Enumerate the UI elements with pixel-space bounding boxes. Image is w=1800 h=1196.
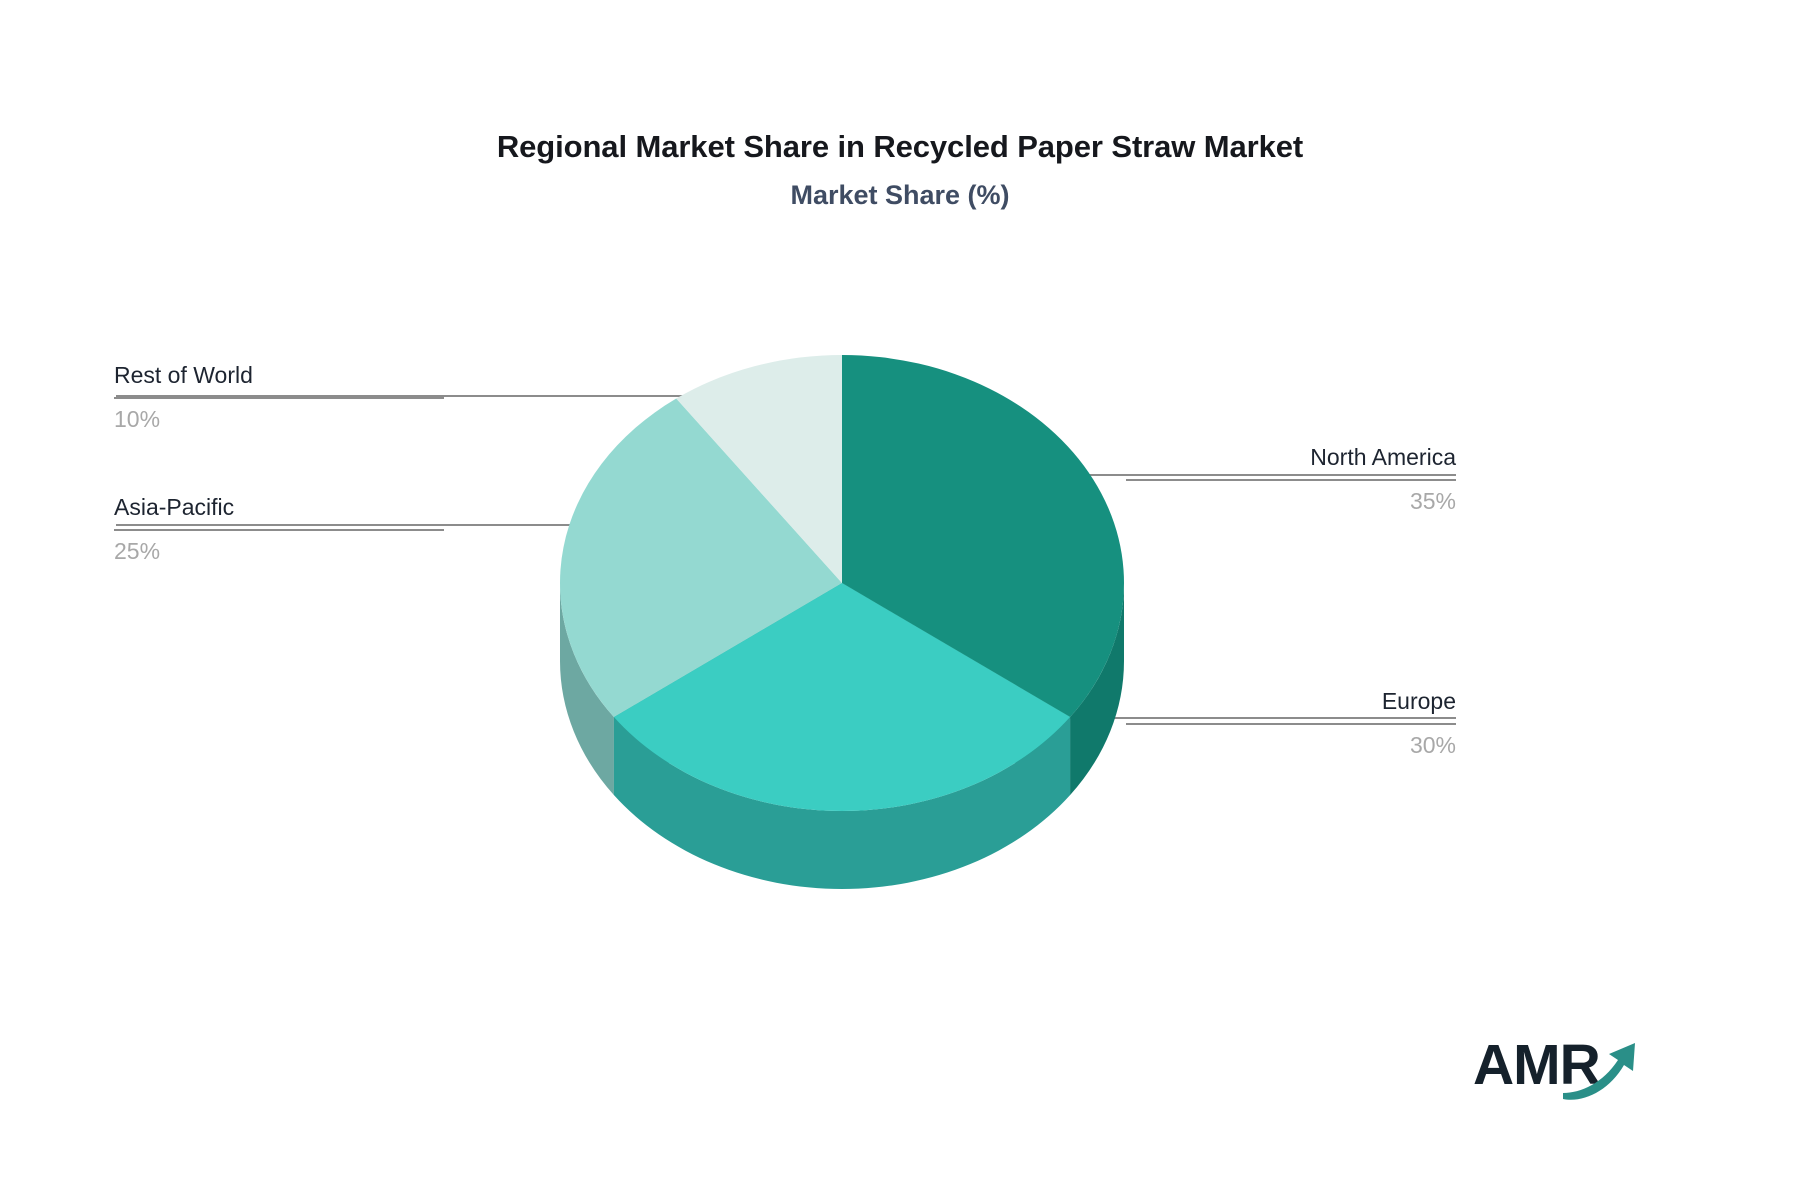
callout-rule (114, 529, 444, 532)
callout-label-rest-of-world: Rest of World (114, 362, 253, 388)
chart-header: Regional Market Share in Recycled Paper … (0, 128, 1800, 212)
pie-slice-europe[interactable] (613, 583, 1071, 811)
callout-asia-pacific[interactable]: Asia-Pacific 25% (114, 492, 444, 567)
pie-slice-rest-of-world[interactable] (676, 355, 842, 583)
pie-chart-svg (560, 355, 1124, 889)
callout-value-europe: 30% (1409, 732, 1456, 759)
growth-arrow-icon (1563, 1043, 1635, 1100)
pie-slice-north-america[interactable] (842, 355, 1124, 718)
pie-slice-side-asia-pacific (560, 583, 614, 796)
callout-europe[interactable]: Europe 30% (1126, 686, 1456, 761)
chart-title: Regional Market Share in Recycled Paper … (496, 129, 1304, 164)
callout-rule (1126, 723, 1456, 726)
callout-north-america[interactable]: North America 35% (1126, 442, 1456, 517)
callout-rule (1126, 479, 1456, 482)
pie-slices (560, 355, 1124, 811)
pie-slice-side-europe (613, 717, 1071, 889)
pie-chart (560, 355, 1220, 975)
pie-slice-side-north-america (1070, 583, 1124, 796)
callout-rule (114, 397, 444, 400)
amr-logo: AMR (1473, 1035, 1648, 1105)
callout-value-asia-pacific: 25% (114, 538, 161, 565)
callout-label-north-america: North America (1310, 444, 1456, 470)
callout-label-asia-pacific: Asia-Pacific (114, 494, 235, 520)
amr-logo-text: AMR (1473, 1033, 1601, 1097)
callout-label-europe: Europe (1381, 688, 1456, 714)
callout-value-north-america: 35% (1409, 488, 1456, 515)
callout-rest-of-world[interactable]: Rest of World 10% (114, 360, 444, 435)
pie-slice-asia-pacific[interactable] (560, 398, 842, 718)
callout-value-rest-of-world: 10% (114, 406, 161, 433)
chart-subtitle: Market Share (%) (790, 180, 1010, 211)
